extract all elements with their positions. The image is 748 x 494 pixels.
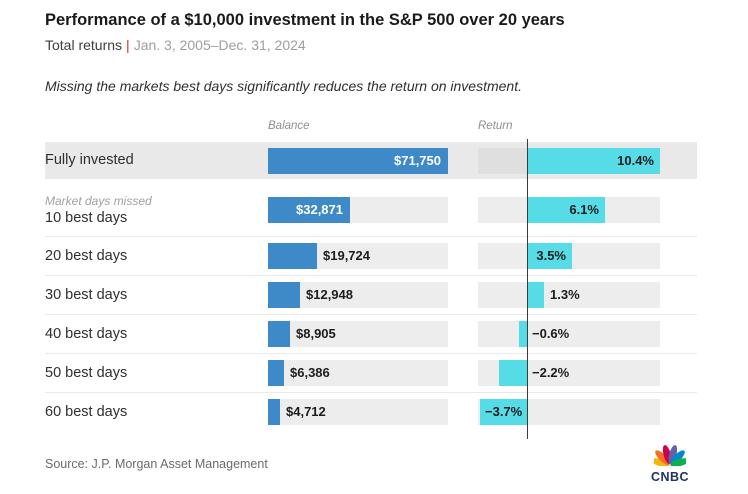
column-header-return: Return xyxy=(478,120,513,133)
return-track: 10.4% xyxy=(478,147,660,174)
return-value: −2.2% xyxy=(532,365,570,381)
subtitle-separator: | xyxy=(126,37,130,54)
table-row: 50 best days $6,386 −2.2% xyxy=(45,353,697,392)
return-track: 3.5% xyxy=(478,243,660,270)
row-label: 20 best days xyxy=(45,247,128,264)
balance-bar xyxy=(268,147,448,174)
row-label: Fully invested xyxy=(45,152,134,169)
table-row: Fully invested $71,750 10.4% xyxy=(45,142,697,180)
return-track: −0.6% xyxy=(478,321,660,348)
balance-track: $12,948 xyxy=(268,282,448,309)
row-label-cell: Market days missed 10 best days xyxy=(45,193,268,229)
return-bar xyxy=(519,321,527,348)
cnbc-wordmark: CNBC xyxy=(650,470,690,484)
return-track: 6.1% xyxy=(478,197,660,224)
balance-bar xyxy=(268,321,290,348)
return-value: 10.4% xyxy=(617,152,654,168)
table-row: 40 best days $8,905 −0.6% xyxy=(45,314,697,353)
return-bar xyxy=(527,243,572,270)
return-bar xyxy=(527,282,544,309)
column-headers: Balance Return xyxy=(45,120,700,134)
column-header-balance: Balance xyxy=(268,120,310,133)
balance-track: $32,871 xyxy=(268,197,448,224)
table-row: 30 best days $12,948 1.3% xyxy=(45,275,697,314)
balance-bar xyxy=(268,243,317,270)
page-title: Performance of a $10,000 investment in t… xyxy=(45,11,565,29)
row-label-cell: 50 best days xyxy=(45,364,268,384)
chart-card: Performance of a $10,000 investment in t… xyxy=(45,11,700,471)
row-label-cell: Fully invested xyxy=(45,151,268,171)
cnbc-logo: CNBC xyxy=(648,444,692,484)
balance-value: $19,724 xyxy=(323,248,370,264)
return-value: 6.1% xyxy=(569,202,599,218)
return-value: 3.5% xyxy=(536,248,566,264)
table-row: 20 best days $19,724 3.5% xyxy=(45,236,697,275)
return-track: 1.3% xyxy=(478,282,660,309)
chart-note: Missing the markets best days significan… xyxy=(45,78,522,95)
return-value: −3.7% xyxy=(485,404,523,420)
balance-track: $6,386 xyxy=(268,360,448,387)
row-label: 60 best days xyxy=(45,403,128,420)
row-label: 10 best days xyxy=(45,209,128,226)
row-label-cell: 30 best days xyxy=(45,286,268,306)
balance-value: $6,386 xyxy=(290,365,330,381)
subtitle: Total returns | Jan. 3, 2005–Dec. 31, 2024 xyxy=(45,37,700,53)
row-label-cell: 40 best days xyxy=(45,325,268,345)
row-eyebrow: Market days missed xyxy=(45,193,152,208)
return-value: −0.6% xyxy=(532,326,570,342)
balance-bar xyxy=(268,197,350,224)
subtitle-label: Total returns xyxy=(45,37,123,54)
return-value: 1.3% xyxy=(550,287,580,303)
balance-track: $8,905 xyxy=(268,321,448,348)
balance-value: $32,871 xyxy=(296,202,343,218)
balance-value: $12,948 xyxy=(306,287,353,303)
balance-bar xyxy=(268,360,284,387)
row-label: 30 best days xyxy=(45,286,128,303)
chart-rows: Fully invested $71,750 10.4% Market days… xyxy=(45,139,697,440)
return-bar xyxy=(527,147,660,174)
return-track: −3.7% xyxy=(478,399,660,426)
row-label-cell: 20 best days xyxy=(45,247,268,267)
table-row: Market days missed 10 best days $32,871 … xyxy=(45,184,697,236)
row-label: 50 best days xyxy=(45,364,128,381)
balance-track: $19,724 xyxy=(268,243,448,270)
balance-bar xyxy=(268,399,280,426)
peacock-icon xyxy=(650,445,690,467)
footer: Source: J.P. Morgan Asset Management xyxy=(45,457,700,471)
balance-value: $71,750 xyxy=(394,152,441,168)
zero-axis-line xyxy=(527,139,528,440)
table-row: 60 best days $4,712 −3.7% xyxy=(45,392,697,431)
return-bar xyxy=(499,360,527,387)
return-bar xyxy=(527,197,605,224)
balance-track: $4,712 xyxy=(268,399,448,426)
return-track: −2.2% xyxy=(478,360,660,387)
subtitle-dates: Jan. 3, 2005–Dec. 31, 2024 xyxy=(133,37,306,54)
balance-track: $71,750 xyxy=(268,147,448,174)
row-label-cell: 60 best days xyxy=(45,403,268,423)
source-text: Source: J.P. Morgan Asset Management xyxy=(45,457,268,472)
row-label: 40 best days xyxy=(45,325,128,342)
return-bar xyxy=(480,399,527,426)
balance-value: $8,905 xyxy=(296,326,336,342)
balance-value: $4,712 xyxy=(286,404,326,420)
balance-bar xyxy=(268,282,300,309)
